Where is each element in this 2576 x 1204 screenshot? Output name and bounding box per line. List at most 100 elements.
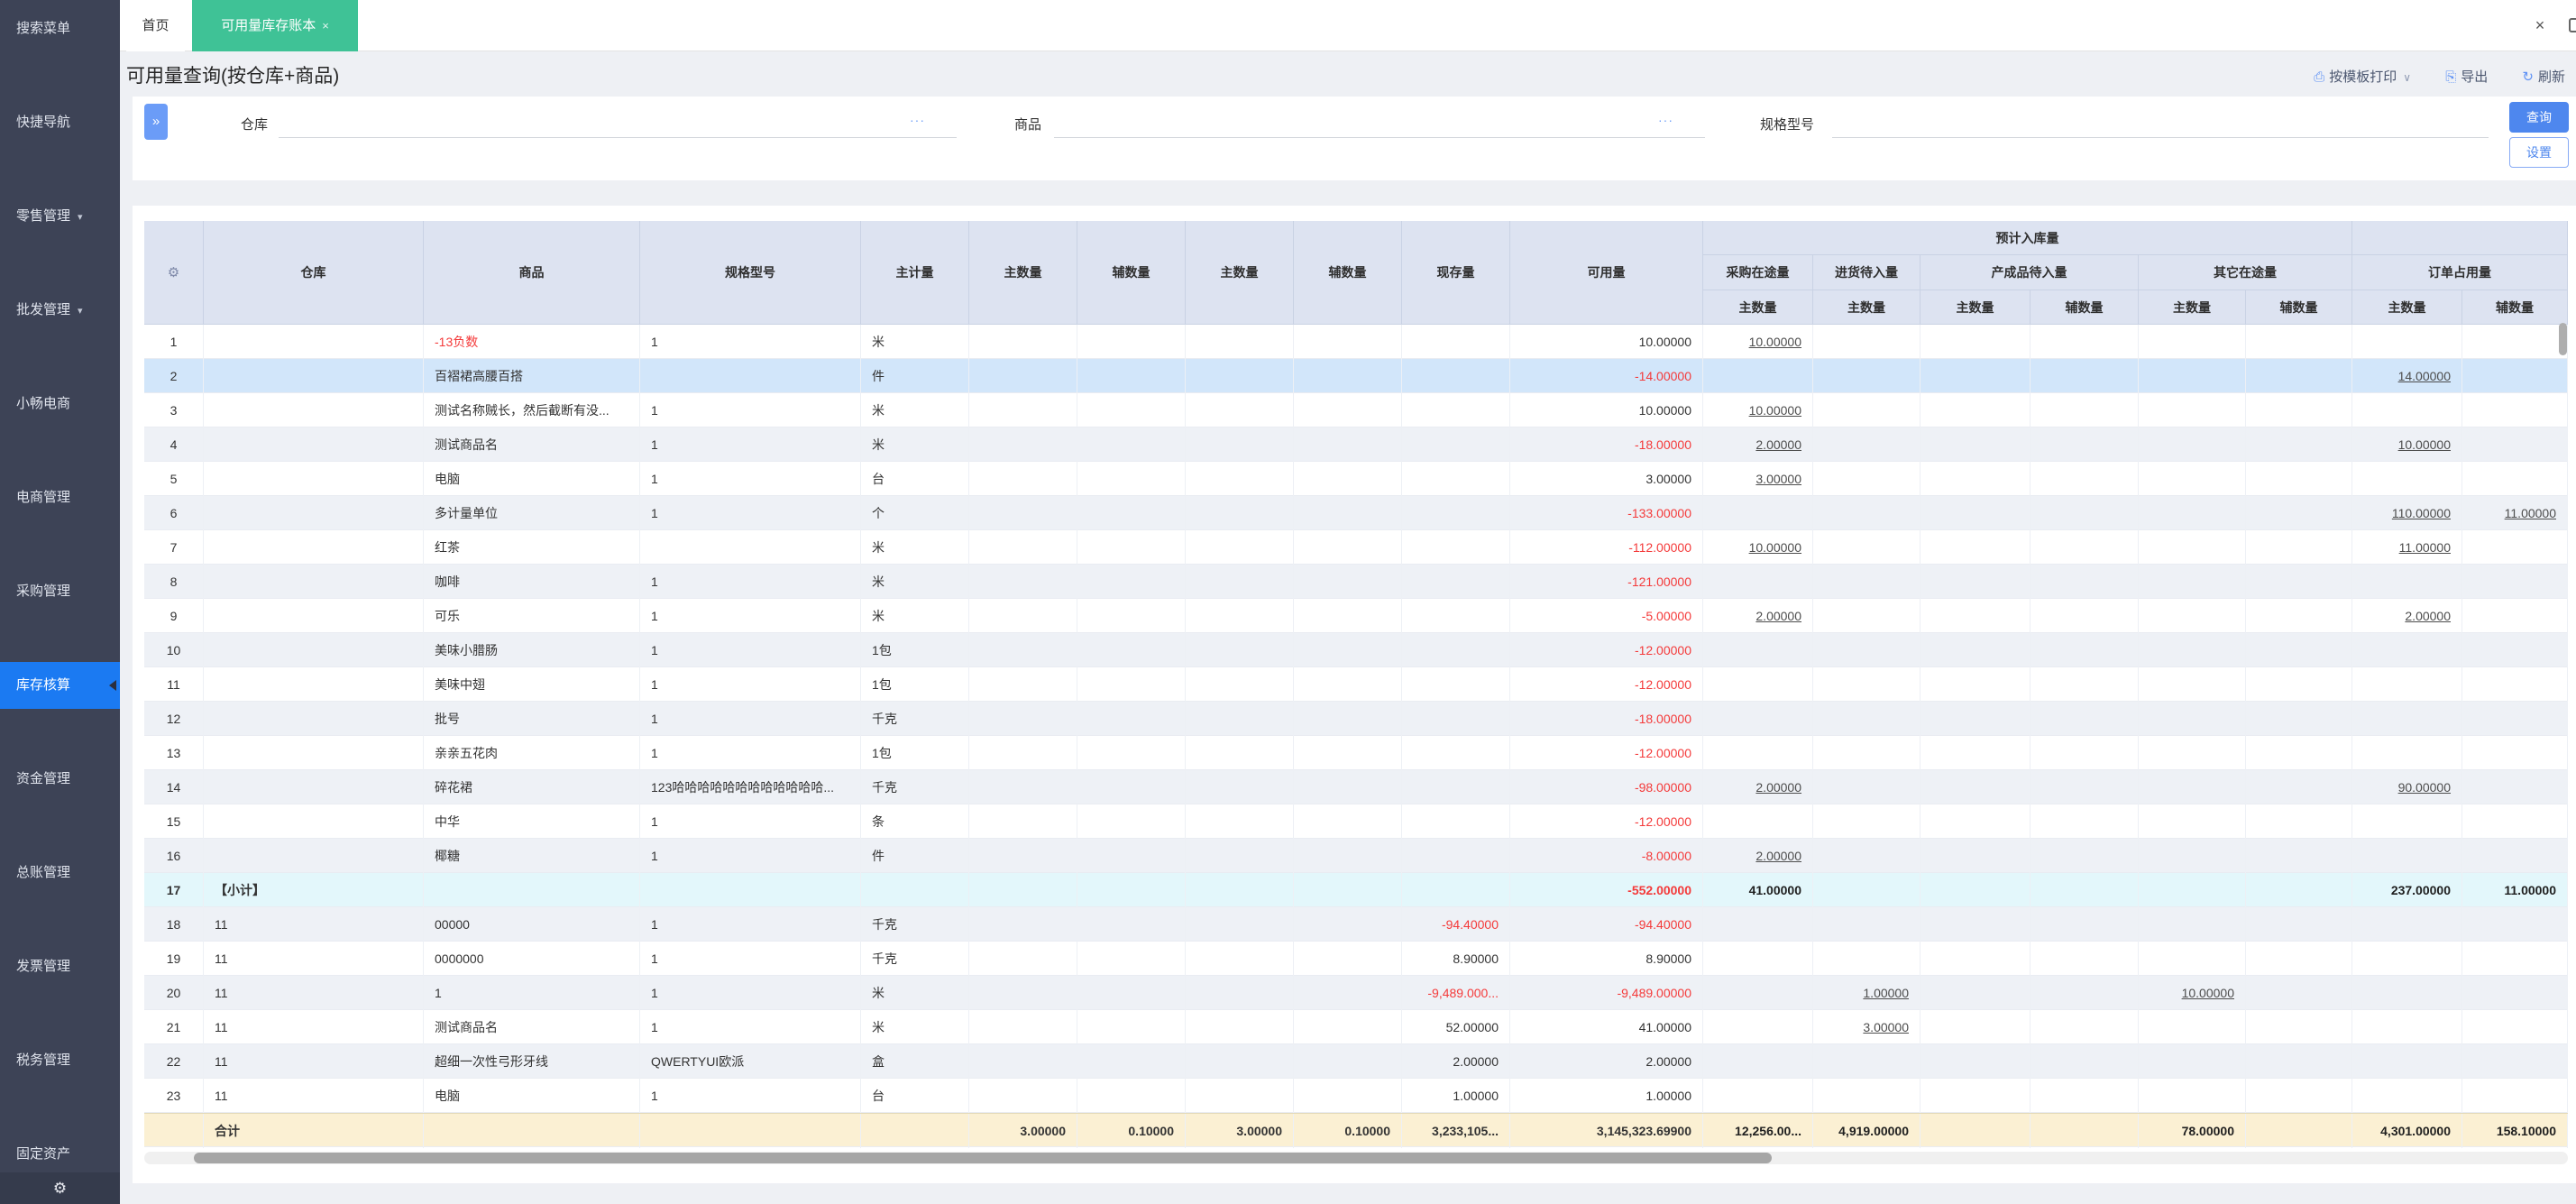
cell-c_order_m[interactable]: 2.00000 bbox=[2352, 599, 2462, 633]
cell-c_order_a[interactable]: 158.10000 bbox=[2462, 1114, 2568, 1148]
cell-c_purchase[interactable]: 12,256.00... bbox=[1703, 1114, 1813, 1148]
sidebar-item-9[interactable]: 总账管理 bbox=[0, 850, 120, 896]
export-button[interactable]: ⎘导出 bbox=[2445, 67, 2488, 86]
table-row[interactable]: 3测试名称贼长，然后截断有没...1米10.0000010.00000 bbox=[144, 393, 2568, 427]
sidebar-item-12[interactable]: 固定资产 bbox=[0, 1131, 120, 1178]
cell-c_purchase[interactable]: 2.00000 bbox=[1703, 839, 1813, 873]
cell-c_incoming[interactable]: 4,919.00000 bbox=[1813, 1114, 1921, 1148]
table-row[interactable]: 10美味小腊肠11包-12.00000 bbox=[144, 633, 2568, 667]
cell-c_other_m[interactable]: 78.00000 bbox=[2139, 1114, 2246, 1148]
header-warehouse[interactable]: 仓库 bbox=[204, 221, 424, 325]
sidebar-item-6[interactable]: 采购管理 bbox=[0, 568, 120, 615]
table-row[interactable]: 12批号1千克-18.00000 bbox=[144, 702, 2568, 736]
cell-c_incoming[interactable]: 1.00000 bbox=[1813, 976, 1921, 1010]
warehouse-more-button[interactable]: ··· bbox=[910, 113, 925, 127]
table-row[interactable]: 1-13负数1米10.0000010.00000 bbox=[144, 325, 2568, 359]
cell-c_purchase[interactable]: 3.00000 bbox=[1703, 462, 1813, 496]
table-row[interactable]: 201111米-9,489.000...-9,489.000001.000001… bbox=[144, 976, 2568, 1010]
table-row[interactable]: 6多计量单位1个-133.00000110.0000011.00000 bbox=[144, 496, 2568, 530]
sidebar-item-10[interactable]: 发票管理 bbox=[0, 943, 120, 990]
header-aux-qty[interactable]: 辅数量 bbox=[2246, 290, 2352, 325]
cell-c_order_m[interactable]: 90.00000 bbox=[2352, 770, 2462, 804]
table-row[interactable]: 16椰糖1件-8.000002.00000 bbox=[144, 839, 2568, 873]
cell-c_purchase[interactable]: 2.00000 bbox=[1703, 427, 1813, 462]
sidebar-item-0[interactable]: 搜索菜单 bbox=[0, 5, 120, 52]
sidebar-item-4[interactable]: 小畅电商 bbox=[0, 381, 120, 427]
refresh-button[interactable]: ↻刷新 bbox=[2522, 67, 2565, 86]
header-main-qty[interactable]: 主数量 bbox=[969, 221, 1077, 325]
cell-c_other_m[interactable]: 10.00000 bbox=[2139, 976, 2246, 1010]
header-main-qty[interactable]: 主数量 bbox=[1186, 221, 1294, 325]
header-finished-pending[interactable]: 产成品待入量 bbox=[1921, 255, 2139, 290]
sidebar-item-7[interactable]: 库存核算 bbox=[0, 662, 120, 709]
table-row[interactable]: 2百褶裙高腰百搭件-14.0000014.00000 bbox=[144, 359, 2568, 393]
header-available[interactable]: 可用量 bbox=[1510, 221, 1703, 325]
header-aux-qty[interactable]: 辅数量 bbox=[1077, 221, 1186, 325]
product-input[interactable] bbox=[1054, 107, 1705, 138]
cell-c_order_m[interactable]: 4,301.00000 bbox=[2352, 1114, 2462, 1148]
cell-c_purchase[interactable]: 10.00000 bbox=[1703, 393, 1813, 427]
table-row[interactable]: 17【小计】-552.0000041.00000237.0000011.0000… bbox=[144, 873, 2568, 907]
sidebar-item-2[interactable]: 零售管理▾ bbox=[0, 193, 120, 240]
table-row[interactable]: 2211超细一次性弓形牙线QWERTYUI欧派盒2.000002.00000 bbox=[144, 1044, 2568, 1079]
cell-c_order_m[interactable]: 11.00000 bbox=[2352, 530, 2462, 565]
query-button[interactable]: 查询 bbox=[2509, 102, 2569, 133]
cell-c_order_m[interactable]: 110.00000 bbox=[2352, 496, 2462, 530]
horizontal-scrollbar[interactable] bbox=[144, 1152, 2568, 1164]
cell-c_purchase[interactable]: 10.00000 bbox=[1703, 530, 1813, 565]
tab-close-icon[interactable]: × bbox=[322, 19, 329, 32]
table-row[interactable]: 4测试商品名1米-18.000002.0000010.00000 bbox=[144, 427, 2568, 462]
collapse-filters-button[interactable]: » bbox=[144, 104, 168, 140]
header-aux-qty[interactable]: 辅数量 bbox=[2462, 290, 2568, 325]
cell-c_order_m[interactable]: 14.00000 bbox=[2352, 359, 2462, 393]
sidebar-item-1[interactable]: 快捷导航 bbox=[0, 99, 120, 146]
table-row[interactable]: 5电脑1台3.000003.00000 bbox=[144, 462, 2568, 496]
header-incoming-pending[interactable]: 进货待入量 bbox=[1813, 255, 1921, 290]
table-row[interactable]: 2311电脑1台1.000001.00000 bbox=[144, 1079, 2568, 1113]
column-settings-header[interactable]: ⚙ bbox=[144, 221, 204, 325]
warehouse-input[interactable] bbox=[279, 107, 957, 138]
cell-c_order_a[interactable]: 11.00000 bbox=[2462, 496, 2568, 530]
sidebar-item-3[interactable]: 批发管理▾ bbox=[0, 287, 120, 334]
header-aux-qty[interactable]: 辅数量 bbox=[2031, 290, 2139, 325]
table-row[interactable]: 13亲亲五花肉11包-12.00000 bbox=[144, 736, 2568, 770]
header-main-qty[interactable]: 主数量 bbox=[1921, 290, 2031, 325]
table-row[interactable]: 9可乐1米-5.000002.000002.00000 bbox=[144, 599, 2568, 633]
spec-input[interactable] bbox=[1832, 107, 2489, 138]
tab-home[interactable]: 首页 bbox=[126, 0, 185, 51]
cell-c_incoming[interactable]: 3.00000 bbox=[1813, 1010, 1921, 1044]
cell-c_purchase[interactable]: 41.00000 bbox=[1703, 873, 1813, 907]
cell-c_order_m[interactable]: 10.00000 bbox=[2352, 427, 2462, 462]
settings-button[interactable]: 设置 bbox=[2509, 137, 2569, 168]
header-other-transit[interactable]: 其它在途量 bbox=[2139, 255, 2352, 290]
sidebar-item-5[interactable]: 电商管理 bbox=[0, 474, 120, 521]
table-row[interactable]: 191100000001千克8.900008.90000 bbox=[144, 942, 2568, 976]
print-by-template-button[interactable]: ⎙按模板打印∨ bbox=[2314, 67, 2411, 86]
header-stock[interactable]: 现存量 bbox=[1402, 221, 1510, 325]
table-total-row[interactable]: 合计3.000000.100003.000000.100003,233,105.… bbox=[144, 1113, 2568, 1147]
chevron-down-icon[interactable]: ∨ bbox=[2403, 71, 2411, 84]
header-main-qty[interactable]: 主数量 bbox=[1813, 290, 1921, 325]
sidebar-item-8[interactable]: 资金管理 bbox=[0, 756, 120, 803]
vertical-scrollbar-thumb[interactable] bbox=[2559, 323, 2567, 355]
header-purchase-transit[interactable]: 采购在途量 bbox=[1703, 255, 1813, 290]
table-row[interactable]: 2111测试商品名1米52.0000041.000003.00000 bbox=[144, 1010, 2568, 1044]
header-order-occupied[interactable]: 订单占用量 bbox=[2352, 255, 2568, 290]
table-row[interactable]: 8咖啡1米-121.00000 bbox=[144, 565, 2568, 599]
cell-c_order_a[interactable]: 11.00000 bbox=[2462, 873, 2568, 907]
cell-c_purchase[interactable]: 10.00000 bbox=[1703, 325, 1813, 359]
header-main-qty[interactable]: 主数量 bbox=[2139, 290, 2246, 325]
header-aux-qty[interactable]: 辅数量 bbox=[1294, 221, 1402, 325]
table-row[interactable]: 15中华1条-12.00000 bbox=[144, 804, 2568, 839]
header-unit[interactable]: 主计量 bbox=[861, 221, 969, 325]
tab-available-ledger[interactable]: 可用量库存账本× bbox=[192, 0, 358, 51]
sidebar-item-11[interactable]: 税务管理 bbox=[0, 1037, 120, 1084]
cell-c_purchase[interactable]: 2.00000 bbox=[1703, 599, 1813, 633]
cell-c_purchase[interactable]: 2.00000 bbox=[1703, 770, 1813, 804]
table-row[interactable]: 14碎花裙123哈哈哈哈哈哈哈哈哈哈哈哈...千克-98.000002.0000… bbox=[144, 770, 2568, 804]
header-main-qty[interactable]: 主数量 bbox=[1703, 290, 1813, 325]
header-spec[interactable]: 规格型号 bbox=[640, 221, 861, 325]
header-product[interactable]: 商品 bbox=[424, 221, 640, 325]
header-main-qty[interactable]: 主数量 bbox=[2352, 290, 2462, 325]
window-close-icon[interactable]: × bbox=[2524, 0, 2556, 51]
